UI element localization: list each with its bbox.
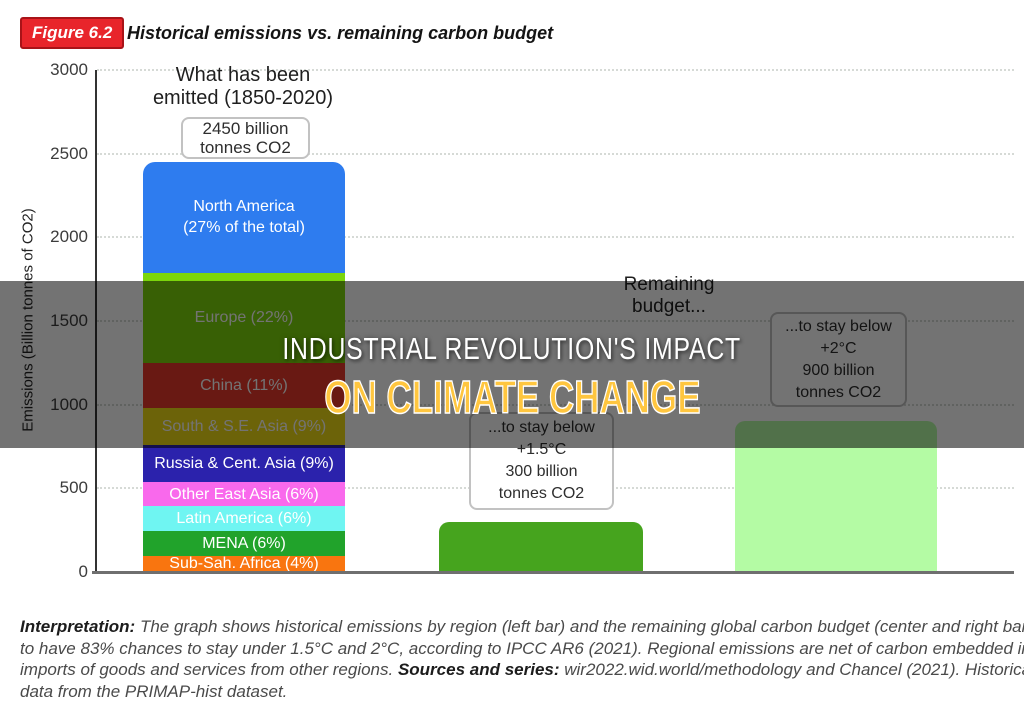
- emitted-heading-line1: What has been: [175, 64, 311, 86]
- emitted-total-box: 2450 billion tonnes CO2: [181, 117, 310, 159]
- segment-label: North America: [193, 198, 295, 216]
- y-tick-3000: 3000: [50, 60, 88, 79]
- segment-sub-sah-africa: Sub-Sah. Africa (4%): [143, 555, 345, 572]
- x-axis-line: [92, 571, 1014, 574]
- segment-label: Russia & Cent. Asia (9%): [154, 454, 334, 472]
- interpretation-line1-text: The graph shows historical emissions by …: [135, 617, 1024, 636]
- overlay-banner: INDUSTRIAL REVOLUTION'S IMPACT ON CLIMAT…: [0, 281, 1024, 448]
- budget-1p5-box-line3: 300 billion: [505, 463, 578, 480]
- interpretation-line-2: to have 83% chances to stay under 1.5°C …: [20, 638, 1024, 660]
- segment-other-east-asia: Other East Asia (6%): [143, 481, 345, 507]
- y-tick-2500: 2500: [50, 143, 88, 163]
- segment-label: Other East Asia (6%): [169, 485, 319, 503]
- figure-title: Historical emissions vs. remaining carbo…: [127, 23, 554, 43]
- interpretation-line3-pre: imports of goods and services from other…: [20, 660, 398, 679]
- interpretation-line-1: Interpretation: The graph shows historic…: [20, 616, 1024, 638]
- gridline-3000: [97, 69, 1014, 71]
- interpretation-line4-text: data from the PRIMAP-hist dataset.: [20, 681, 288, 701]
- emitted-total-line1: 2450 billion: [202, 119, 289, 138]
- budget-1p5-box-line4: tonnes CO2: [498, 485, 585, 502]
- sources-label: Sources and series:: [397, 660, 560, 679]
- segment-north-america: North America (27% of the total): [143, 162, 345, 273]
- interpretation-label: Interpretation:: [20, 617, 136, 636]
- interpretation-line2-text: to have 83% chances to stay under 1.5°C …: [20, 638, 1024, 658]
- segment-label: Sub-Sah. Africa (4%): [169, 555, 319, 572]
- interpretation-line-4: data from the PRIMAP-hist dataset.: [20, 681, 1020, 703]
- segment-mena: MENA (6%): [143, 530, 345, 556]
- gridline-2500: [97, 152, 1014, 155]
- emitted-heading: What has been emitted (1850-2020): [123, 64, 363, 110]
- overlay-title-line1: INDUSTRIAL REVOLUTION'S IMPACT: [282, 331, 742, 366]
- segment-label: Latin America (6%): [176, 510, 312, 528]
- y-tick-0: 0: [78, 562, 88, 581]
- figure-badge: Figure 6.2: [20, 17, 125, 49]
- budget-1p5-bar: [439, 521, 643, 572]
- emitted-heading-line2: emitted (1850-2020): [152, 87, 334, 109]
- y-tick-2000: 2000: [50, 227, 88, 247]
- interpretation-line-3: imports of goods and services from other…: [20, 659, 1024, 681]
- emitted-total-line2: tonnes CO2: [200, 138, 291, 157]
- segment-label: MENA (6%): [202, 534, 286, 552]
- overlay-title-line2: ON CLIMATE CHANGE: [323, 370, 701, 424]
- segment-label: (27% of the total): [183, 219, 305, 237]
- segment-latin-america: Latin America (6%): [143, 506, 345, 531]
- y-tick-500: 500: [59, 478, 88, 498]
- interpretation-line3-post: wir2022.wid.world/methodology and Chance…: [559, 660, 1024, 679]
- segment-russia-cent-asia: Russia & Cent. Asia (9%): [143, 444, 345, 482]
- gridline-2000: [97, 236, 1014, 239]
- interpretation-text: Interpretation: The graph shows historic…: [20, 616, 1024, 703]
